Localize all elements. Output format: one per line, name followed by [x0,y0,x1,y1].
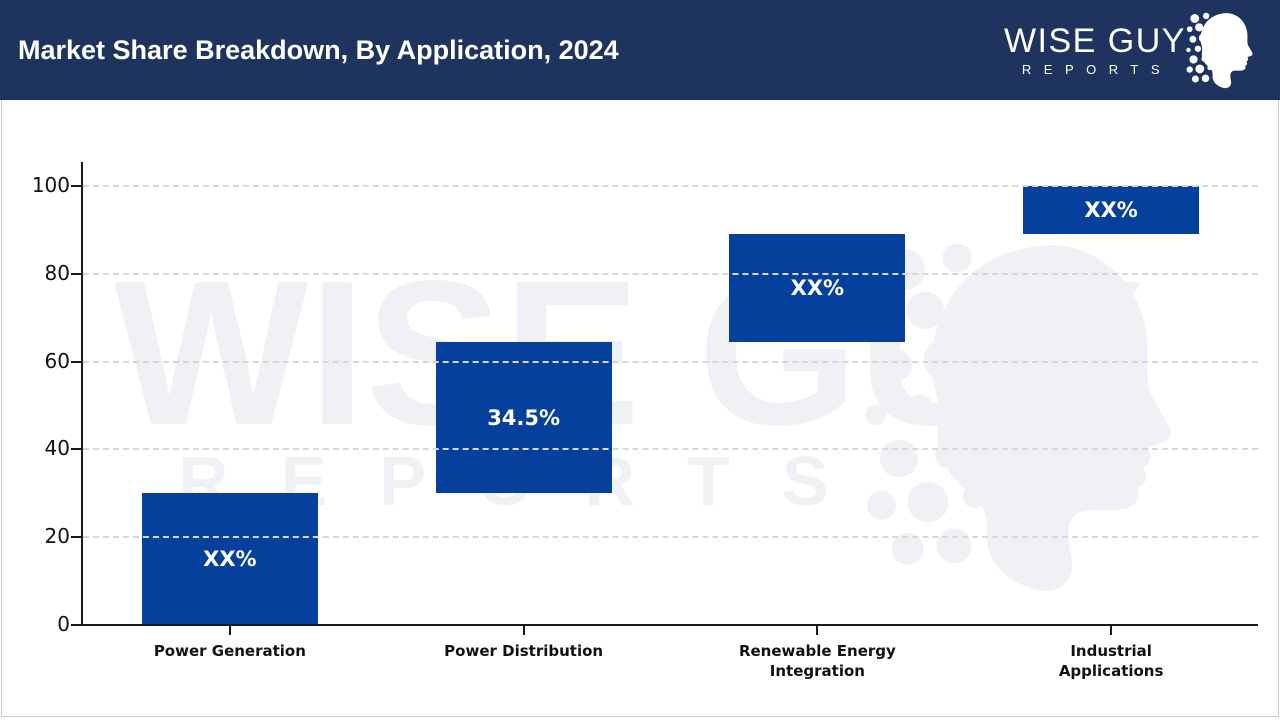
x-category-label-line: Integration [769,662,865,680]
bar-segment: XX% [141,493,318,625]
x-category-label: Power Distribution [374,641,674,661]
gridline [83,185,1258,187]
bar-segment: XX% [729,234,906,342]
header-bar: Market Share Breakdown, By Application, … [0,0,1280,100]
bar-value-label: XX% [1084,198,1138,223]
x-category-label: Renewable Energy Integration [667,641,967,681]
gridline [83,536,1258,539]
y-tick [71,536,81,539]
y-tick [71,624,81,626]
bar-value-label: XX% [790,276,845,301]
gridline [83,360,1258,363]
y-tick [71,360,81,363]
x-category-label-line: Power Distribution [444,642,604,660]
y-tick-label: 80 [44,260,70,285]
page-title: Market Share Breakdown, By Application, … [18,34,619,65]
x-category-label-line: Applications [1058,662,1164,680]
head-profile-icon [1186,12,1253,89]
y-tick [71,185,81,187]
x-tick [522,626,525,635]
bar-segment: XX% [1023,186,1200,235]
y-axis-spine [81,162,83,626]
gridline [83,448,1258,451]
brand-name: WISE GUY [1003,22,1186,60]
bar-value-label: XX% [203,547,257,572]
x-category-label: Industrial Applications [961,641,1261,681]
x-tick [228,626,231,635]
x-tick [1110,626,1113,635]
brand-logo: WISE GUY REPORTS [1004,9,1262,91]
brand-subtitle: REPORTS [1021,62,1173,77]
bar-value-label: 34.5% [487,405,561,430]
head-profile-watermark-icon [865,243,1171,591]
x-axis-spine [81,624,1258,626]
bar-segment: 34.5% [435,341,612,494]
y-tick-label: 40 [44,436,70,461]
y-tick [71,272,81,275]
x-category-label-line: Industrial [1070,642,1152,660]
y-tick-label: 100 [31,173,70,197]
y-tick-label: 60 [44,348,70,373]
gridline [83,272,1258,275]
x-category-label: Power Generation [80,641,380,661]
y-tick-label: 0 [57,612,70,636]
x-category-label-line: Renewable Energy [738,642,896,660]
x-tick [816,626,819,635]
y-tick [71,448,81,451]
x-category-label-line: Power Generation [153,642,306,660]
brand-logo-text: WISE GUY REPORTS [1004,24,1186,76]
y-tick-label: 20 [44,524,70,549]
